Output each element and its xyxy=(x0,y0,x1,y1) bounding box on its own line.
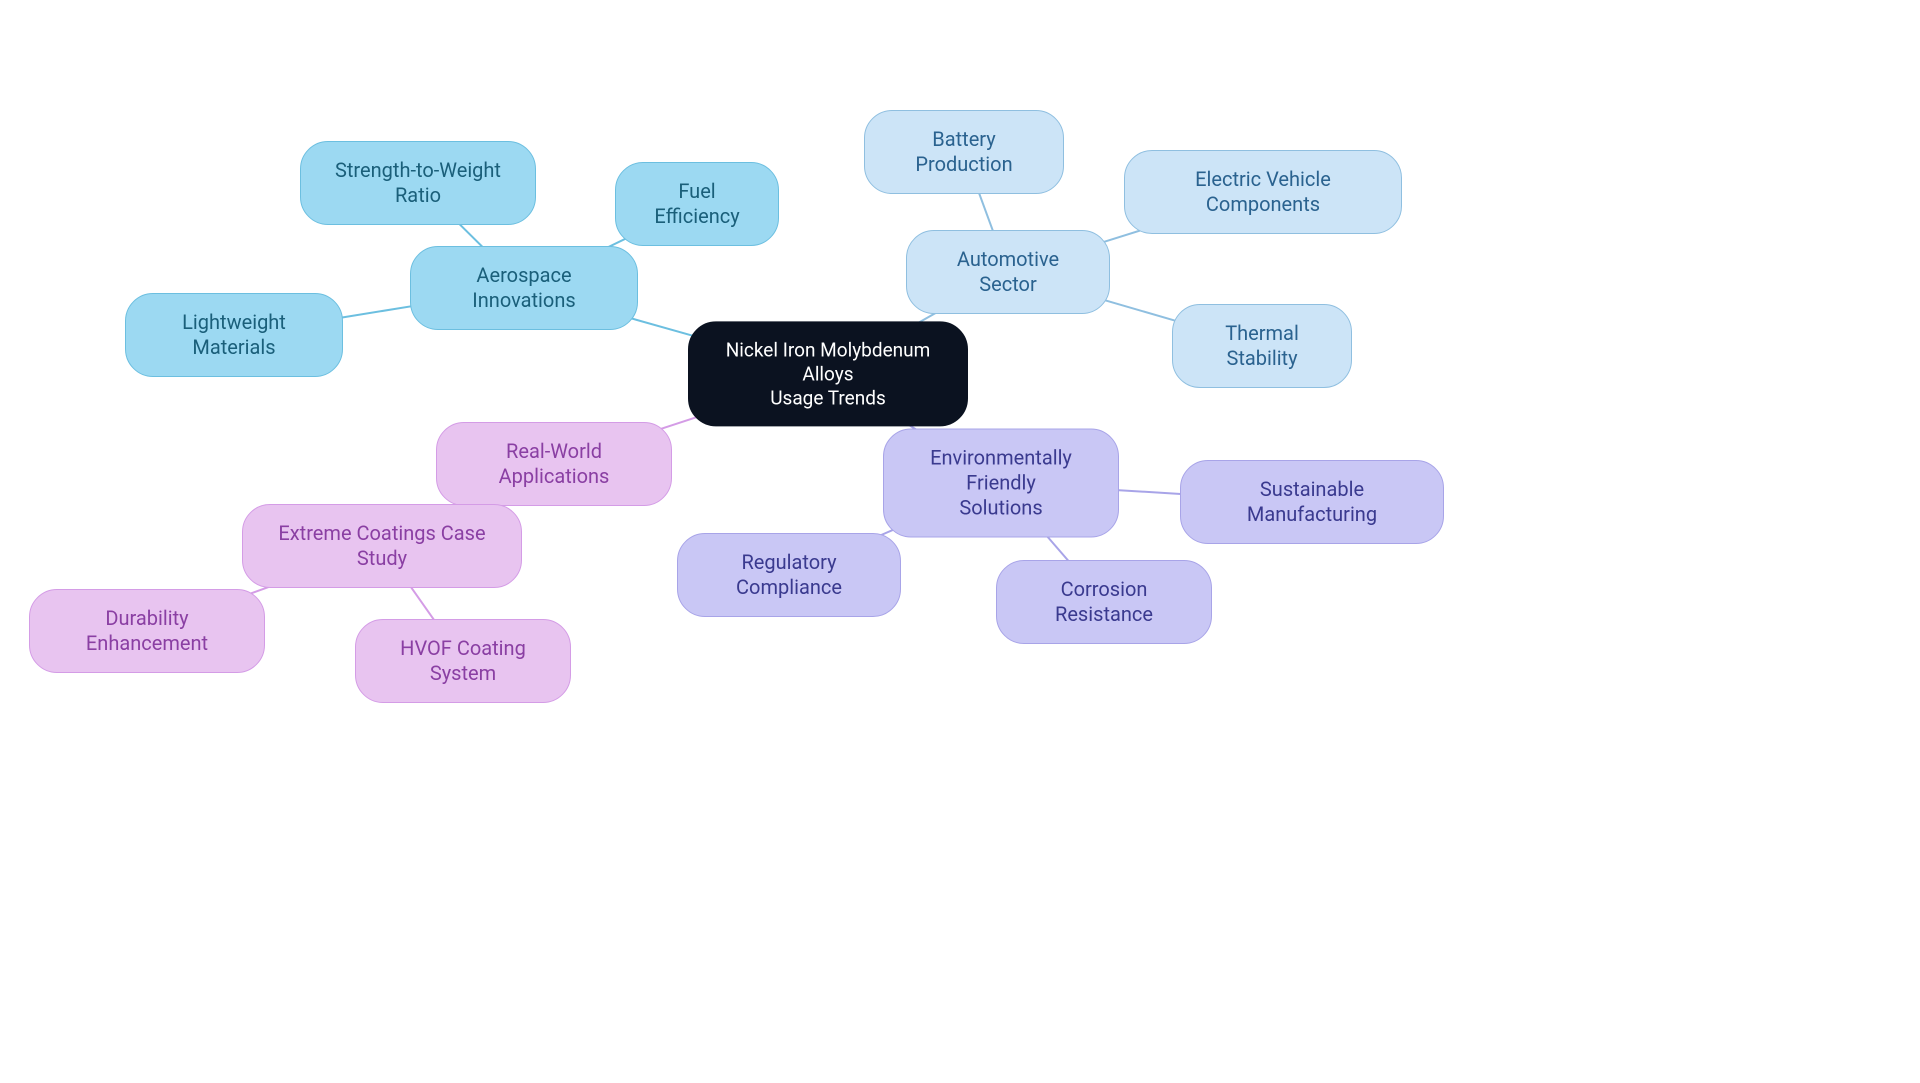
node-label: Extreme Coatings Case Study xyxy=(267,521,497,571)
node-label: Battery Production xyxy=(889,127,1039,177)
node-env_reg: Regulatory Compliance xyxy=(677,533,901,617)
node-aero_lgt: Lightweight Materials xyxy=(125,293,343,377)
node-env: Environmentally Friendly Solutions xyxy=(883,429,1119,538)
node-auto_bat: Battery Production xyxy=(864,110,1064,194)
node-label: Environmentally Friendly Solutions xyxy=(908,446,1094,521)
node-aero_fuel: Fuel Efficiency xyxy=(615,162,779,246)
node-label: Nickel Iron Molybdenum Alloys Usage Tren… xyxy=(713,338,943,409)
node-label: Aerospace Innovations xyxy=(435,263,613,313)
node-label: Strength-to-Weight Ratio xyxy=(325,158,511,208)
node-rw_case: Extreme Coatings Case Study xyxy=(242,504,522,588)
node-rw_dur: Durability Enhancement xyxy=(29,589,265,673)
node-label: Durability Enhancement xyxy=(54,606,240,656)
node-label: Sustainable Manufacturing xyxy=(1205,477,1419,527)
node-label: Real-World Applications xyxy=(461,439,647,489)
node-env_cor: Corrosion Resistance xyxy=(996,560,1212,644)
edge-auto-auto_thm xyxy=(1103,300,1177,322)
node-label: HVOF Coating System xyxy=(380,636,546,686)
node-rw: Real-World Applications xyxy=(436,422,672,506)
edge-env-env_sus xyxy=(1113,490,1187,494)
node-label: Fuel Efficiency xyxy=(640,179,754,229)
node-auto_thm: Thermal Stability xyxy=(1172,304,1352,388)
node-aero: Aerospace Innovations xyxy=(410,246,638,330)
node-label: Automotive Sector xyxy=(931,247,1085,297)
node-center: Nickel Iron Molybdenum Alloys Usage Tren… xyxy=(688,321,968,426)
mindmap-canvas: Nickel Iron Molybdenum Alloys Usage Tren… xyxy=(0,0,1920,1083)
node-label: Regulatory Compliance xyxy=(702,550,876,600)
node-label: Corrosion Resistance xyxy=(1021,577,1187,627)
edge-center-aero xyxy=(621,316,697,337)
node-aero_str: Strength-to-Weight Ratio xyxy=(300,141,536,225)
node-label: Thermal Stability xyxy=(1197,321,1327,371)
node-label: Lightweight Materials xyxy=(150,310,318,360)
node-label: Electric Vehicle Components xyxy=(1149,167,1377,217)
node-auto: Automotive Sector xyxy=(906,230,1110,314)
node-rw_hvof: HVOF Coating System xyxy=(355,619,571,703)
node-env_sus: Sustainable Manufacturing xyxy=(1180,460,1444,544)
edge-aero-aero_lgt xyxy=(338,306,416,319)
node-auto_ev: Electric Vehicle Components xyxy=(1124,150,1402,234)
